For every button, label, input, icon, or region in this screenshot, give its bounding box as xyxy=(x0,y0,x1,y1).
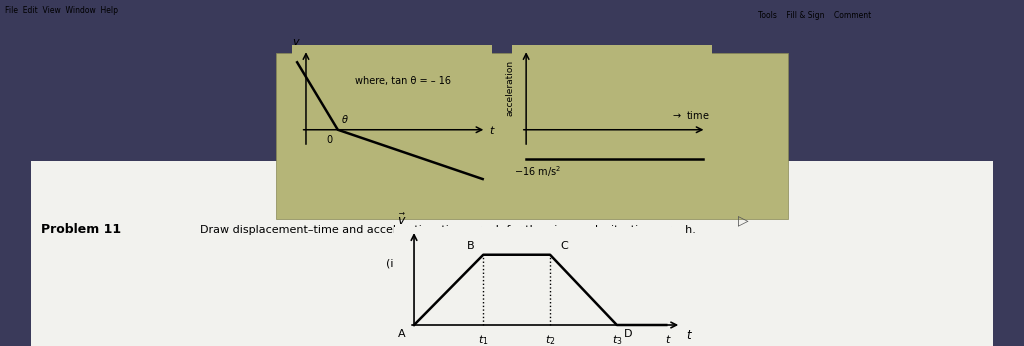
Bar xyxy=(276,53,788,219)
Text: B: B xyxy=(467,241,475,251)
Bar xyxy=(31,161,993,346)
Text: $\theta$: $\theta$ xyxy=(341,112,349,125)
Text: Draw displacement–time and acceleration–time graph for the given velocity–time g: Draw displacement–time and acceleration–… xyxy=(200,225,695,235)
Text: $\triangleright$: $\triangleright$ xyxy=(737,214,750,229)
Text: t: t xyxy=(686,328,691,342)
Text: $t_1$: $t_1$ xyxy=(478,333,488,346)
Text: A: A xyxy=(398,329,406,339)
Text: $t_2$: $t_2$ xyxy=(545,333,555,346)
Text: File  Edit  View  Window  Help: File Edit View Window Help xyxy=(5,6,118,15)
Text: $\vec{v}$: $\vec{v}$ xyxy=(397,213,407,228)
Text: D: D xyxy=(625,329,633,339)
Text: 0: 0 xyxy=(326,135,332,145)
Text: v: v xyxy=(292,37,299,47)
Text: where, tan θ = – 16: where, tan θ = – 16 xyxy=(355,76,452,86)
Text: Problem 11: Problem 11 xyxy=(41,223,121,236)
Text: C: C xyxy=(560,241,567,251)
Text: $\rightarrow$ time: $\rightarrow$ time xyxy=(671,109,710,121)
Text: t: t xyxy=(489,127,495,136)
Text: $t_3$: $t_3$ xyxy=(611,333,623,346)
Text: $-16\ \mathrm{m/s}^2$: $-16\ \mathrm{m/s}^2$ xyxy=(514,164,561,179)
Text: (i): (i) xyxy=(386,258,397,268)
Text: acceleration: acceleration xyxy=(506,60,515,116)
Text: (ii): (ii) xyxy=(604,258,620,268)
Text: $t$: $t$ xyxy=(666,333,672,345)
Text: Tools    Fill & Sign    Comment: Tools Fill & Sign Comment xyxy=(758,11,871,20)
